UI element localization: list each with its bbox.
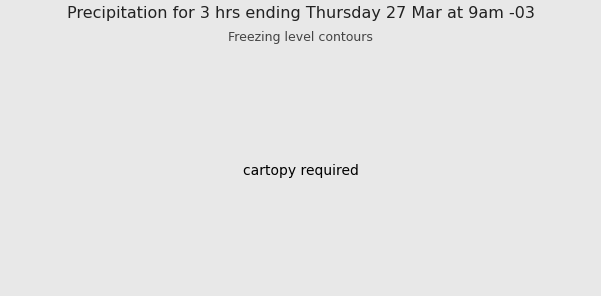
Text: cartopy required: cartopy required <box>243 164 358 178</box>
Text: Precipitation for 3 hrs ending Thursday 27 Mar at 9am -03: Precipitation for 3 hrs ending Thursday … <box>67 6 534 21</box>
Text: Freezing level contours: Freezing level contours <box>228 31 373 44</box>
